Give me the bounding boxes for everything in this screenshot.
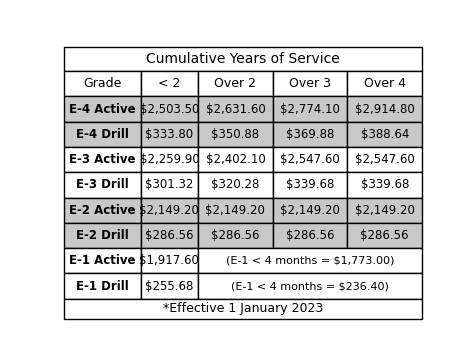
Text: $333.80: $333.80 [146,128,193,141]
Bar [273,223,347,248]
Text: $350.88: $350.88 [211,128,259,141]
Bar [198,96,273,122]
Bar [347,147,422,172]
Bar [198,223,273,248]
Bar [64,273,141,299]
Text: $1,917.60: $1,917.60 [139,254,200,267]
Text: Over 2: Over 2 [214,77,256,90]
Bar [198,172,273,198]
Text: $320.28: $320.28 [211,178,260,191]
Bar [347,223,422,248]
Bar [141,147,198,172]
Bar [64,248,141,273]
Text: $301.32: $301.32 [145,178,193,191]
Bar [64,122,141,147]
Text: $286.56: $286.56 [211,229,260,242]
Text: $2,774.10: $2,774.10 [280,102,340,115]
Bar [64,198,141,223]
Text: (E-1 < 4 months = $1,773.00): (E-1 < 4 months = $1,773.00) [226,256,394,266]
Bar [198,273,422,299]
Text: E-4 Active: E-4 Active [69,102,136,115]
Text: Over 4: Over 4 [364,77,406,90]
Text: $286.56: $286.56 [360,229,409,242]
Bar [347,96,422,122]
Bar [198,198,273,223]
Text: Over 3: Over 3 [289,77,331,90]
Text: $2,914.80: $2,914.80 [355,102,415,115]
Text: Grade: Grade [83,77,121,90]
Text: $2,149.20: $2,149.20 [139,204,200,217]
Bar [141,223,198,248]
Bar [198,122,273,147]
Bar [64,299,422,319]
Bar [273,172,347,198]
Text: Cumulative Years of Service: Cumulative Years of Service [146,52,340,66]
Bar [64,71,141,96]
Text: $2,149.20: $2,149.20 [355,204,415,217]
Bar [198,71,273,96]
Bar [347,198,422,223]
Text: $2,149.20: $2,149.20 [205,204,265,217]
Text: E-2 Drill: E-2 Drill [76,229,128,242]
Text: $2,402.10: $2,402.10 [206,153,265,166]
Bar [141,71,198,96]
Text: $339.68: $339.68 [361,178,409,191]
Bar [198,248,422,273]
Bar [141,96,198,122]
Bar [273,96,347,122]
Bar [273,71,347,96]
Text: E-4 Drill: E-4 Drill [76,128,128,141]
Text: E-2 Active: E-2 Active [69,204,136,217]
Text: $2,547.60: $2,547.60 [280,153,340,166]
Text: $339.68: $339.68 [286,178,334,191]
Bar [347,122,422,147]
Bar [273,122,347,147]
Text: (E-1 < 4 months = $236.40): (E-1 < 4 months = $236.40) [231,281,389,291]
Bar [141,198,198,223]
Text: $2,503.50: $2,503.50 [140,102,199,115]
Text: *Effective 1 January 2023: *Effective 1 January 2023 [163,302,323,315]
Bar [64,96,141,122]
Text: E-3 Active: E-3 Active [69,153,136,166]
Bar [64,47,422,71]
Bar [141,248,198,273]
Text: $286.56: $286.56 [286,229,334,242]
Bar [347,172,422,198]
Text: $286.56: $286.56 [145,229,194,242]
Text: $255.68: $255.68 [145,279,193,292]
Text: $2,547.60: $2,547.60 [355,153,415,166]
Bar [141,273,198,299]
Bar [347,71,422,96]
Bar [198,147,273,172]
Text: $388.64: $388.64 [361,128,409,141]
Bar [273,198,347,223]
Text: $2,259.90: $2,259.90 [139,153,199,166]
Bar [141,172,198,198]
Text: E-3 Drill: E-3 Drill [76,178,128,191]
Bar [141,122,198,147]
Bar [64,172,141,198]
Text: $2,149.20: $2,149.20 [280,204,340,217]
Text: $2,631.60: $2,631.60 [206,102,265,115]
Bar [64,147,141,172]
Text: E-1 Drill: E-1 Drill [76,279,128,292]
Text: $369.88: $369.88 [286,128,334,141]
Text: < 2: < 2 [158,77,181,90]
Text: E-1 Active: E-1 Active [69,254,136,267]
Bar [64,223,141,248]
Bar [273,147,347,172]
